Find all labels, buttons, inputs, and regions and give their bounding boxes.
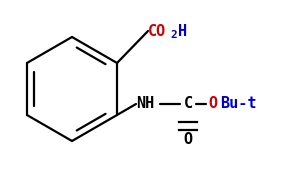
Text: Bu-t: Bu-t	[220, 97, 257, 112]
Text: NH: NH	[136, 97, 154, 112]
Text: CO: CO	[148, 23, 166, 39]
Text: O: O	[208, 97, 217, 112]
Text: O: O	[183, 132, 193, 146]
Text: H: H	[178, 23, 187, 39]
Text: C: C	[183, 97, 193, 112]
Text: 2: 2	[170, 30, 177, 40]
